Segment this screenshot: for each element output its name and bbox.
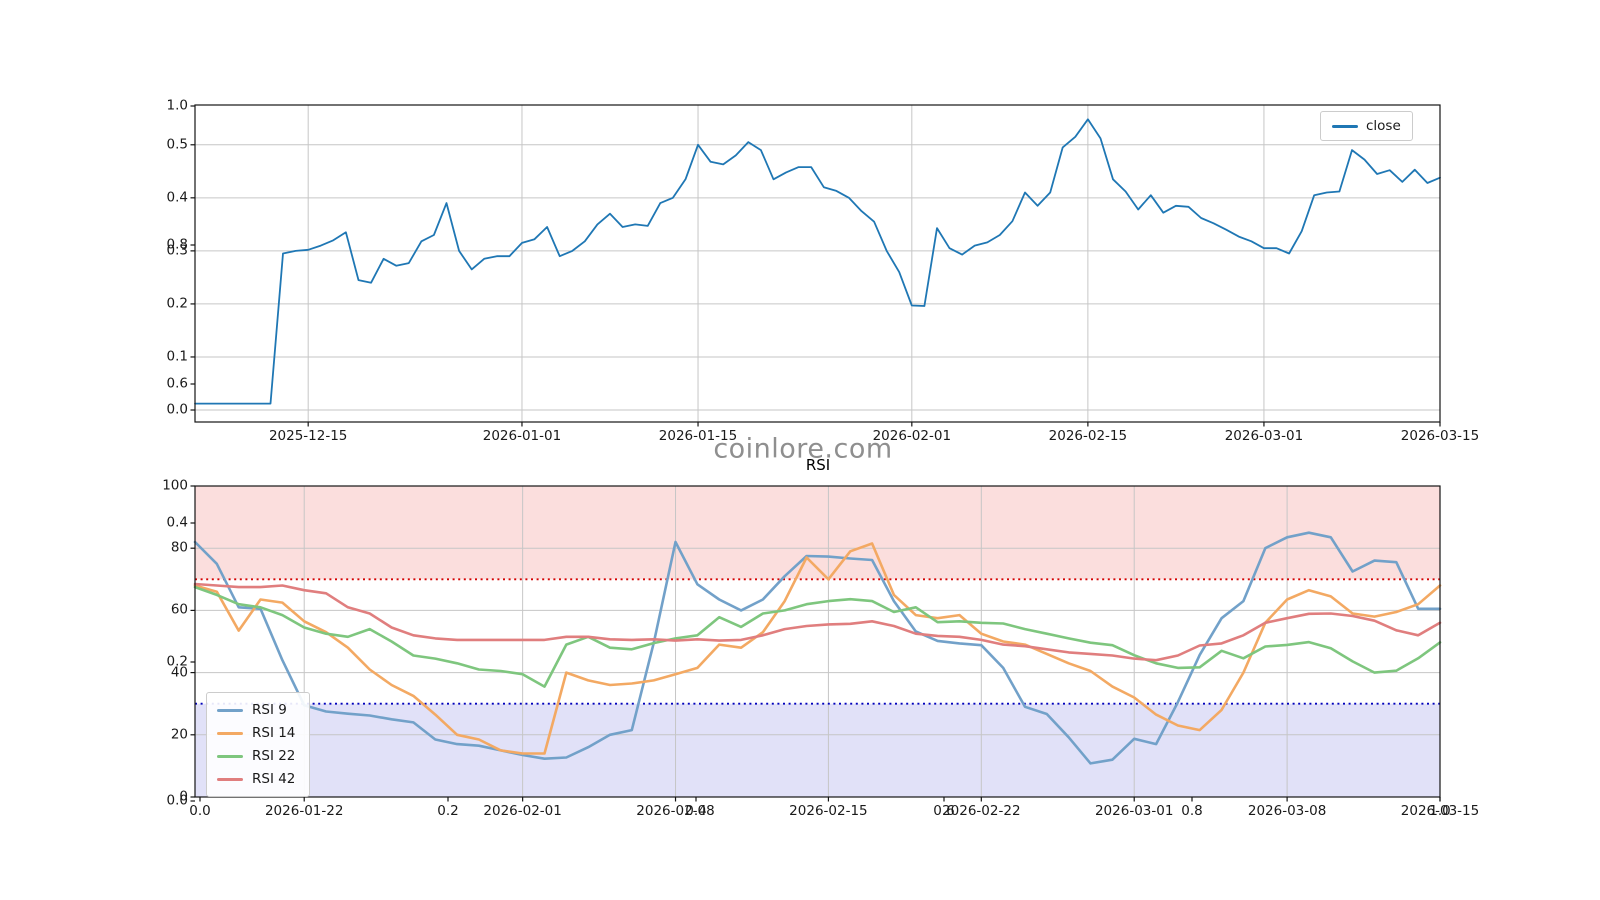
legend-rsi: RSI 9 RSI 14 RSI 22 RSI 42 (206, 692, 311, 797)
overlay-y-tick-label: 0.0 (166, 792, 188, 809)
band-overbought (195, 486, 1440, 580)
y-tick-label: 20 (170, 726, 188, 743)
x-tick-label: 2026-01-01 (482, 428, 562, 444)
x-tick-label: 2026-03-08 (1247, 803, 1327, 819)
x-tick-label: 2026-02-15 (789, 803, 868, 819)
overlay-x-tick-label: 1.0 (1429, 803, 1451, 819)
overlay-x-tick-label: 0.8 (1181, 803, 1203, 819)
x-tick-label: 2026-01-15 (658, 428, 738, 444)
y-tick-label: 100 (162, 477, 188, 494)
legend-label: RSI 42 (252, 771, 296, 787)
legend-close: close (1320, 111, 1413, 141)
legend-item-rsi-42: RSI 42 (217, 771, 295, 787)
x-tick-label: 2026-02-01 (872, 428, 952, 444)
overlay-y-tick-label: 1.0 (166, 97, 188, 114)
legend-item-rsi-9: RSI 9 (217, 702, 295, 718)
rsi-chart (190, 485, 1442, 802)
x-tick-label: 2026-02-08 (636, 803, 715, 819)
overlay-x-tick-label: 0.2 (437, 803, 459, 819)
y-tick-label: 80 (170, 539, 188, 556)
x-tick-label: 2026-02-22 (942, 803, 1021, 819)
y-tick-label: 0.4 (166, 189, 188, 206)
overlay-y-tick-label: 0.2 (166, 653, 188, 670)
legend-swatch (217, 708, 243, 712)
x-tick-label: 2026-02-15 (1048, 428, 1128, 444)
legend-swatch (217, 731, 243, 735)
y-tick-label: 0.1 (166, 348, 188, 365)
y-tick-label: 40 (170, 663, 188, 680)
y-tick-label: 0.3 (166, 242, 188, 259)
x-tick-label: 2026-03-01 (1224, 428, 1304, 444)
series-rsi-14 (193, 542, 1442, 755)
series-close (194, 118, 1441, 405)
y-tick-label: 0.2 (166, 295, 188, 312)
overlay-y-tick-label: 0.4 (166, 514, 188, 531)
rsi-chart-title: RSI (805, 456, 831, 474)
y-tick-label: 60 (170, 601, 188, 618)
x-tick-label: 2026-03-01 (1094, 803, 1174, 819)
series-rsi-9 (193, 531, 1442, 765)
x-tick-label: 2026-02-01 (483, 803, 562, 819)
legend-label: RSI 22 (252, 748, 296, 764)
overlay-axis-ticks (190, 105, 1441, 802)
watermark: coinlore.com (713, 433, 893, 465)
x-tick-label: 2026-03-15 (1400, 428, 1480, 444)
y-tick-label: 0 (179, 788, 188, 805)
series-rsi-22 (193, 585, 1442, 688)
legend-close-label: close (1366, 118, 1401, 134)
legend-swatch (217, 754, 243, 758)
x-tick-label: 2026-03-15 (1400, 803, 1480, 819)
close-line-swatch (1332, 124, 1358, 128)
overlay-x-tick-label: 0.4 (685, 803, 707, 819)
legend-label: RSI 9 (252, 702, 287, 718)
overlay-x-tick-label: 0.0 (189, 803, 211, 819)
band-oversold (195, 703, 1440, 797)
legend-swatch (217, 777, 243, 781)
legend-item-rsi-22: RSI 22 (217, 748, 295, 764)
overlay-y-tick-label: 0.8 (166, 236, 188, 253)
x-tick-label: 2025-12-15 (268, 428, 348, 444)
overlay-y-tick-label: 0.6 (166, 375, 188, 392)
series-rsi-42 (193, 582, 1442, 662)
legend-label: RSI 14 (252, 725, 296, 741)
y-tick-label: 0.5 (166, 136, 188, 153)
y-tick-label: 0.0 (166, 401, 188, 418)
overlay-x-tick-label: 0.6 (933, 803, 955, 819)
x-tick-label: 2026-01-22 (264, 803, 344, 819)
legend-item-rsi-14: RSI 14 (217, 725, 295, 741)
price-chart (190, 104, 1441, 427)
